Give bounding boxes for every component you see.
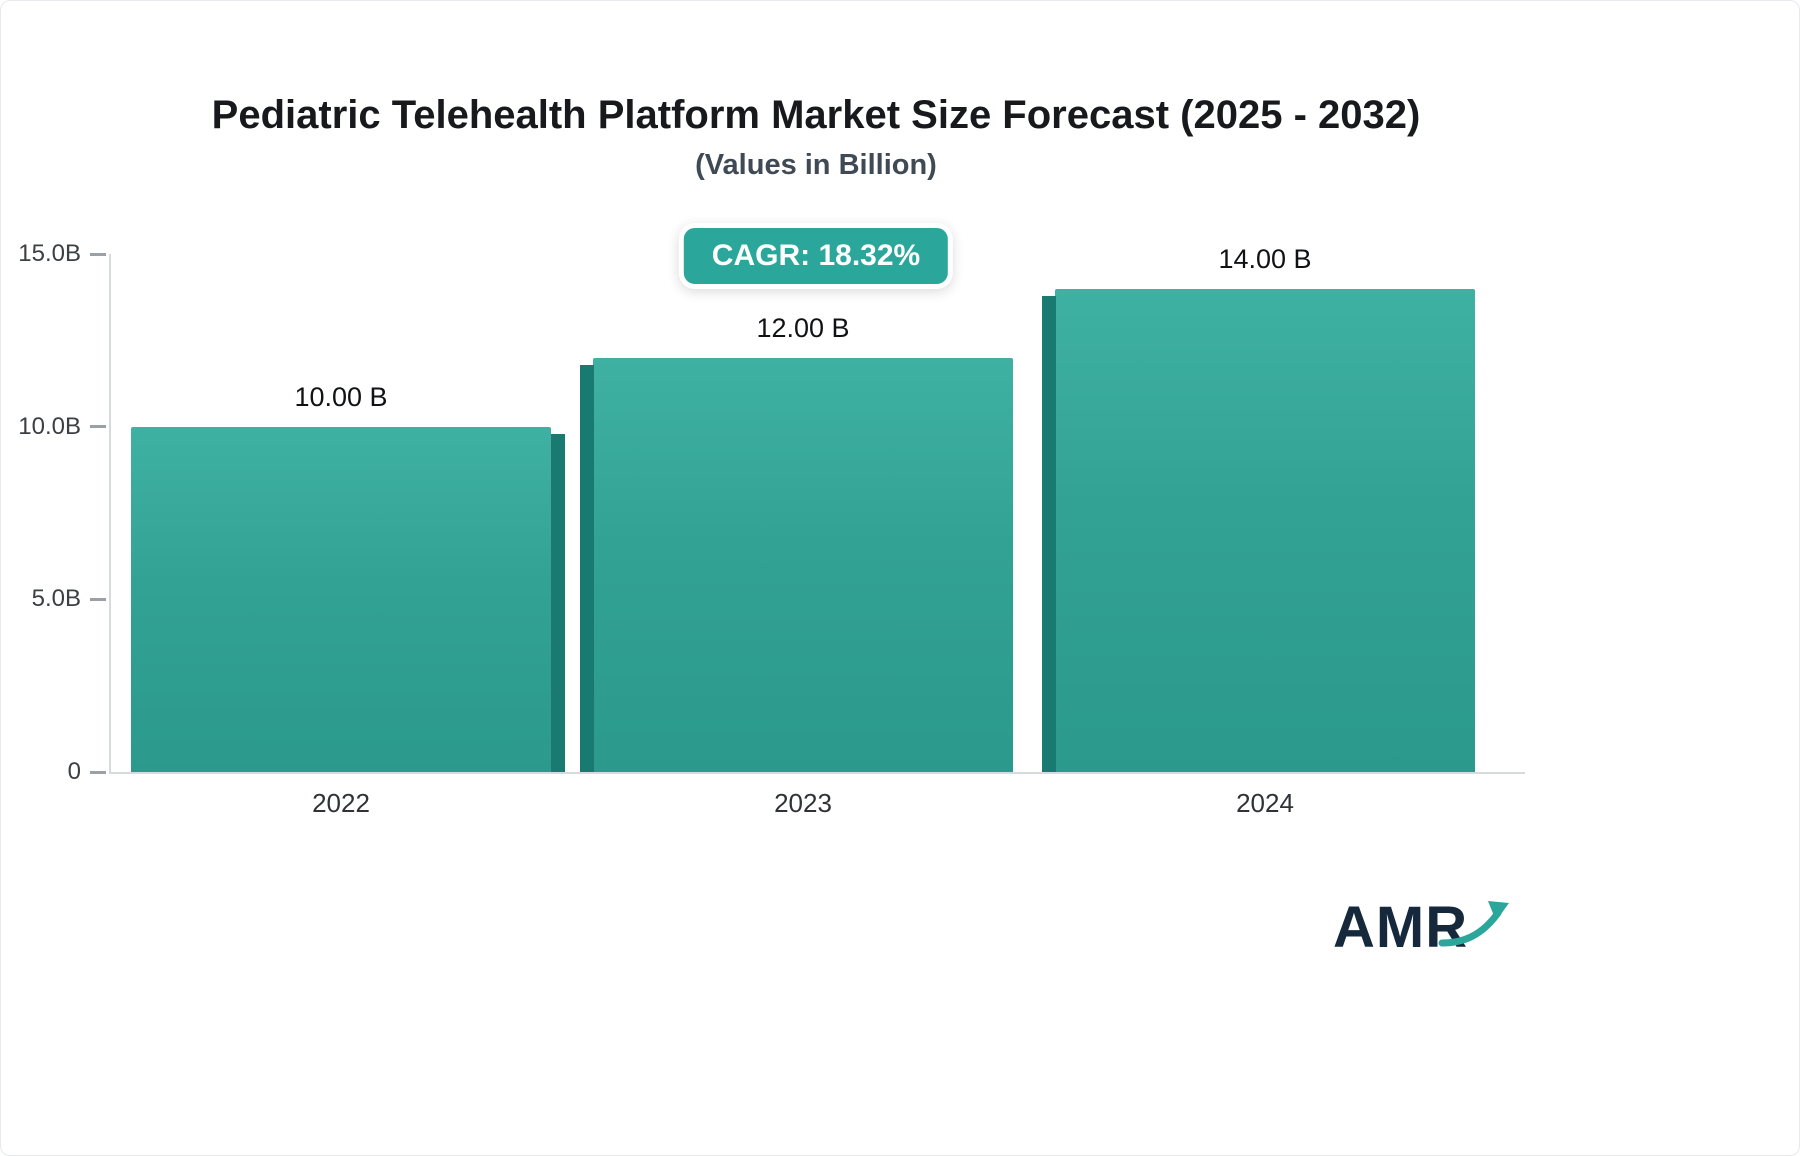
- bar-value-label: 12.00 B: [756, 313, 850, 343]
- chart-title: Pediatric Telehealth Platform Market Siz…: [211, 93, 1421, 137]
- bar-group-2024: 14.00 B 2024: [1042, 244, 1475, 818]
- logo-text: AMR: [1333, 895, 1469, 960]
- bar-group-2022: 10.00 B 2022: [131, 254, 565, 818]
- y-tick-0: 0: [68, 758, 111, 786]
- bar-group-2023: 12.00 B 2023: [580, 254, 1013, 818]
- cagr-badge-label: CAGR: 18.32%: [711, 239, 921, 272]
- y-tick-mark: [90, 252, 106, 256]
- amr-logo: AMR: [1333, 894, 1510, 961]
- x-axis-line: [109, 772, 1525, 774]
- chart-subtitle: (Values in Billion): [695, 149, 937, 181]
- y-tick-mark: [90, 597, 106, 601]
- bar-2023: [580, 358, 1013, 772]
- x-axis-label: 2024: [1236, 788, 1294, 818]
- y-axis: 15.0B 10.0B 5.0B 0: [18, 240, 1521, 785]
- y-tick-label: 15.0B: [18, 240, 81, 267]
- y-tick-15.0B: 15.0B: [18, 240, 111, 268]
- y-tick-mark: [90, 770, 106, 774]
- plot-area: 15.0B 10.0B 5.0B 0 10.00 B 2022 12.00 B 2023 14…: [18, 240, 1525, 818]
- x-axis-label: 2022: [312, 788, 370, 818]
- y-tick-mark: [90, 425, 106, 429]
- y-tick-label: 5.0B: [31, 585, 81, 613]
- cagr-badge: CAGR: 18.32%: [678, 223, 954, 289]
- bar-3d-edge: [551, 434, 565, 772]
- bar-value-label: 10.00 B: [294, 382, 388, 412]
- y-axis-line: [109, 254, 111, 772]
- bar-3d-edge: [1042, 296, 1056, 772]
- bar-value-label: 14.00 B: [1218, 244, 1312, 274]
- bar-2024: [1042, 289, 1475, 772]
- y-tick-label: 10.0B: [18, 412, 81, 440]
- y-tick-label: 0: [67, 758, 81, 785]
- x-axis-label: 2023: [774, 788, 832, 818]
- bar-3d-edge: [580, 365, 594, 772]
- y-tick-5.0B: 5.0B: [32, 585, 111, 613]
- logo-arrow-icon: [1438, 900, 1510, 946]
- bars-container: 10.00 B 2022 12.00 B 2023 14.00 B 2024: [111, 244, 1521, 818]
- bar-2022: [131, 427, 565, 772]
- y-tick-10.0B: 10.0B: [18, 413, 111, 441]
